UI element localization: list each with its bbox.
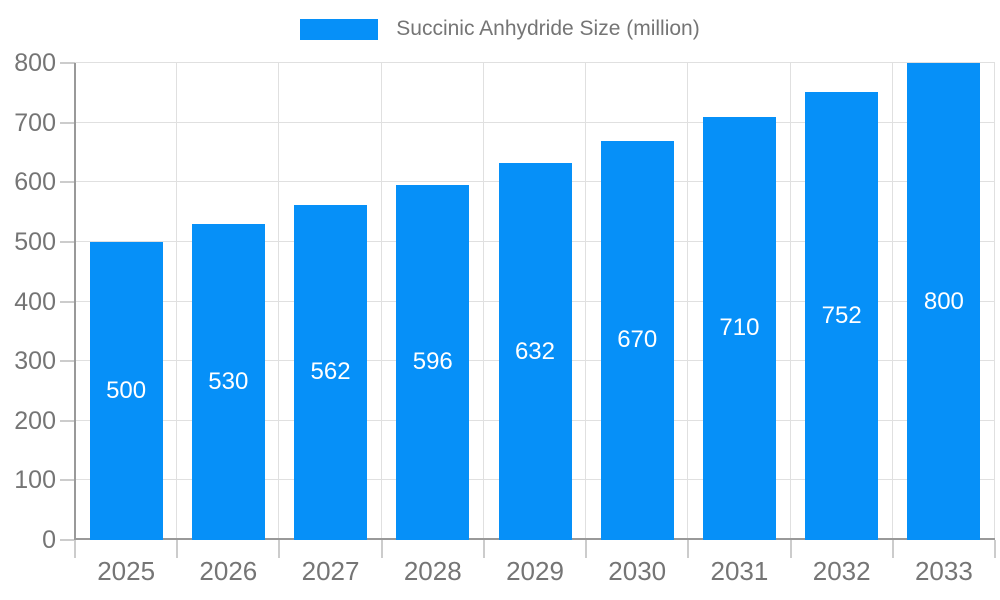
bar[interactable] — [498, 163, 572, 540]
gridline-v — [482, 63, 484, 540]
x-axis-label: 2032 — [812, 556, 871, 586]
y-tick — [60, 300, 75, 303]
x-tick — [278, 540, 281, 558]
y-axis-label: 300 — [14, 347, 56, 376]
x-axis-label: 2029 — [506, 556, 564, 586]
y-tick — [60, 539, 75, 541]
y-tick — [60, 181, 75, 184]
bar[interactable] — [191, 223, 265, 540]
x-tick — [994, 540, 996, 558]
bar[interactable] — [396, 184, 470, 540]
y-axis-label: 500 — [14, 227, 56, 256]
y-axis-label: 100 — [14, 466, 56, 495]
gridline-v — [585, 63, 587, 540]
x-tick — [380, 540, 383, 558]
bar[interactable] — [89, 241, 163, 540]
x-axis-label: 2031 — [710, 556, 769, 586]
y-axis-label: 600 — [14, 168, 56, 197]
bar[interactable] — [805, 91, 879, 540]
x-tick — [789, 540, 792, 558]
gridline-h — [75, 121, 995, 123]
gridline-v — [687, 63, 689, 540]
legend-swatch — [300, 18, 379, 40]
legend-label: Succinic Anhydride Size (million) — [396, 17, 700, 40]
x-tick — [687, 540, 690, 558]
y-tick — [60, 240, 75, 243]
y-tick — [60, 419, 75, 422]
gridline-v — [789, 63, 791, 540]
x-axis-label: 2026 — [199, 556, 258, 586]
gridline-v — [278, 63, 280, 540]
bar[interactable] — [702, 116, 776, 540]
y-axis-label: 200 — [14, 406, 56, 435]
x-tick — [891, 540, 894, 558]
y-tick — [60, 62, 75, 64]
legend: Succinic Anhydride Size (million) — [0, 17, 1000, 41]
x-tick — [482, 540, 485, 558]
bar[interactable] — [907, 63, 981, 540]
bar[interactable] — [600, 140, 674, 540]
x-tick — [74, 540, 76, 558]
x-axis-label: 2030 — [608, 556, 667, 586]
bar[interactable] — [294, 204, 368, 540]
y-axis-label: 800 — [14, 49, 56, 77]
y-tick — [60, 121, 75, 124]
gridline-v — [891, 63, 893, 540]
x-tick — [176, 540, 179, 558]
x-axis-label: 2033 — [914, 556, 973, 586]
y-axis-label: 700 — [14, 108, 56, 137]
gridline-v — [994, 63, 995, 540]
legend-item[interactable]: Succinic Anhydride Size (million) — [300, 17, 700, 41]
y-tick — [60, 479, 75, 482]
x-tick — [585, 540, 588, 558]
x-axis-label: 2025 — [97, 556, 156, 586]
gridline-v — [176, 63, 178, 540]
x-axis-label: 2028 — [403, 556, 462, 586]
y-axis-label: 0 — [42, 526, 56, 554]
y-axis-line — [74, 63, 76, 540]
y-tick — [60, 360, 75, 363]
gridline-h — [75, 62, 995, 63]
x-axis-label: 2027 — [301, 556, 360, 586]
gridline-v — [380, 63, 382, 540]
y-axis-label: 400 — [14, 287, 56, 316]
